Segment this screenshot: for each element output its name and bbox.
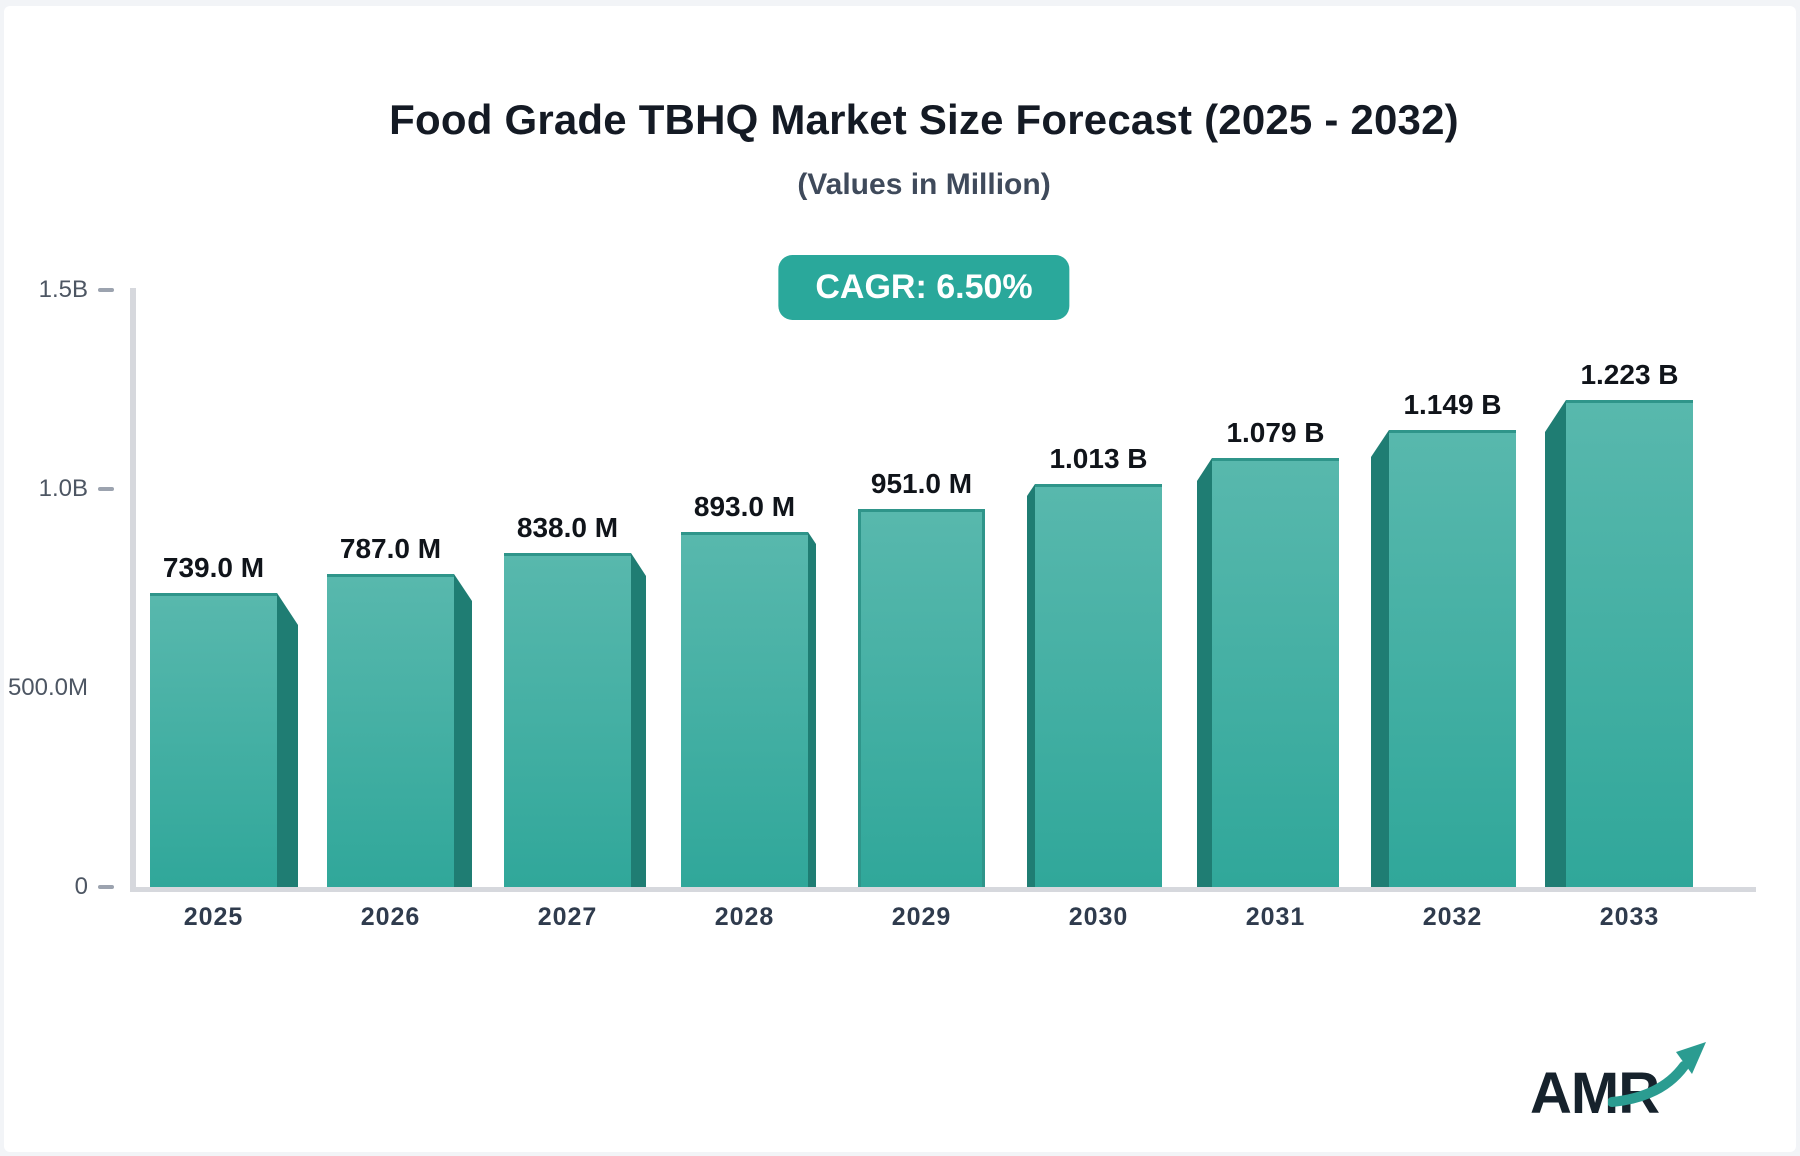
bar-side-2030 xyxy=(1027,484,1035,887)
bar-2033 xyxy=(1566,400,1693,887)
bar-2028 xyxy=(681,532,808,887)
bar-value-2031: 1.079 B xyxy=(1226,417,1325,448)
x-label-2028: 2028 xyxy=(714,903,775,931)
bar-side-2028 xyxy=(808,532,816,887)
bar-side-2026 xyxy=(454,574,472,887)
growth-arrow-icon xyxy=(1608,1042,1706,1107)
bar-value-2032: 1.149 B xyxy=(1403,389,1502,420)
bar-value-2028: 893.0 M xyxy=(693,491,796,522)
amr-logo: AMR xyxy=(1530,1042,1730,1140)
y-axis-line xyxy=(130,288,136,889)
y-tick-label-1.0B: 1.0B xyxy=(38,475,88,502)
bar-2032 xyxy=(1389,430,1516,887)
x-label-2032: 2032 xyxy=(1422,903,1483,931)
x-label-2030: 2030 xyxy=(1068,903,1129,931)
y-tick-dash-1.0B xyxy=(98,487,114,491)
bar-2030 xyxy=(1035,484,1162,887)
bar-side-2027 xyxy=(631,553,646,887)
y-tick-label-0: 0 xyxy=(74,873,88,900)
bar-value-2033: 1.223 B xyxy=(1580,359,1679,390)
bar-side-2032 xyxy=(1371,430,1389,887)
x-label-2031: 2031 xyxy=(1245,903,1306,931)
x-label-2025: 2025 xyxy=(183,903,244,931)
y-tick-label-1.5B: 1.5B xyxy=(38,276,88,303)
cagr-badge: CAGR: 6.50% xyxy=(778,255,1070,320)
x-label-2029: 2029 xyxy=(891,903,952,931)
bar-side-2025 xyxy=(277,593,298,887)
x-axis-baseline xyxy=(130,887,1756,892)
bar-2027 xyxy=(504,553,631,887)
x-label-2027: 2027 xyxy=(537,903,598,931)
bar-value-2025: 739.0 M xyxy=(162,552,265,583)
bar-2026 xyxy=(327,574,454,887)
chart-title: Food Grade TBHQ Market Size Forecast (20… xyxy=(389,96,1459,143)
chart-subtitle: (Values in Million) xyxy=(797,168,1051,201)
y-tick-label-500.0M: 500.0M xyxy=(7,674,88,701)
y-tick-dash-1.5B xyxy=(98,288,114,292)
bar-value-2026: 787.0 M xyxy=(339,533,442,564)
bar-side-2031 xyxy=(1197,458,1212,887)
bar-2025 xyxy=(150,593,277,887)
bar-2029 xyxy=(858,509,985,887)
x-label-2026: 2026 xyxy=(360,903,421,931)
bar-value-2030: 1.013 B xyxy=(1049,443,1148,474)
bar-value-2027: 838.0 M xyxy=(516,512,619,543)
bar-value-2029: 951.0 M xyxy=(870,468,973,499)
bar-2031 xyxy=(1212,458,1339,887)
x-label-2033: 2033 xyxy=(1599,903,1660,931)
bar-side-2033 xyxy=(1545,400,1566,887)
y-tick-dash-0 xyxy=(98,885,114,889)
